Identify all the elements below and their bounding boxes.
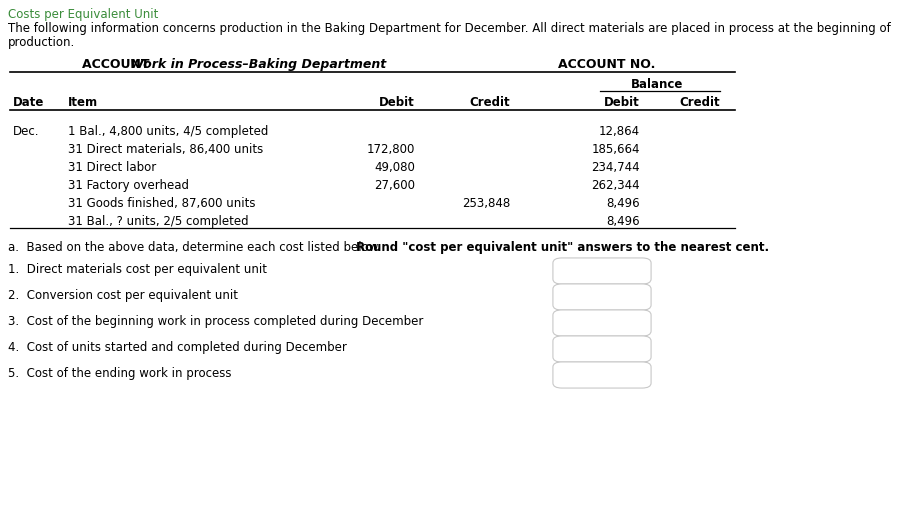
Text: 262,344: 262,344: [591, 179, 640, 191]
Text: Debit: Debit: [380, 96, 415, 109]
Text: a.  Based on the above data, determine each cost listed below.: a. Based on the above data, determine ea…: [8, 240, 385, 254]
Text: Credit: Credit: [469, 96, 510, 109]
Text: Round "cost per equivalent unit" answers to the nearest cent.: Round "cost per equivalent unit" answers…: [356, 240, 769, 254]
Text: Credit: Credit: [679, 96, 720, 109]
Text: $: $: [558, 366, 566, 379]
Text: 31 Direct labor: 31 Direct labor: [68, 161, 156, 174]
Text: 2.  Conversion cost per equivalent unit: 2. Conversion cost per equivalent unit: [8, 288, 238, 301]
Text: Work in Process–Baking Department: Work in Process–Baking Department: [130, 58, 386, 71]
Text: 1 Bal., 4,800 units, 4/5 completed: 1 Bal., 4,800 units, 4/5 completed: [68, 125, 269, 138]
Text: The following information concerns production in the Baking Department for Decem: The following information concerns produ…: [8, 22, 891, 35]
Text: 234,744: 234,744: [591, 161, 640, 174]
Text: $: $: [558, 340, 566, 353]
Text: 4.  Cost of units started and completed during December: 4. Cost of units started and completed d…: [8, 340, 347, 353]
Text: 8,496: 8,496: [607, 196, 640, 210]
Text: 172,800: 172,800: [367, 143, 415, 156]
Text: 49,080: 49,080: [374, 161, 415, 174]
Text: Costs per Equivalent Unit: Costs per Equivalent Unit: [8, 8, 158, 21]
Text: 27,600: 27,600: [374, 179, 415, 191]
Text: Dec.: Dec.: [13, 125, 40, 138]
Text: $: $: [558, 263, 566, 275]
Text: 31 Bal., ? units, 2/5 completed: 31 Bal., ? units, 2/5 completed: [68, 215, 249, 228]
Text: 253,848: 253,848: [462, 196, 510, 210]
Text: 31 Goods finished, 87,600 units: 31 Goods finished, 87,600 units: [68, 196, 255, 210]
Text: Date: Date: [13, 96, 44, 109]
Text: 5.  Cost of the ending work in process: 5. Cost of the ending work in process: [8, 366, 232, 379]
Text: Balance: Balance: [631, 78, 683, 91]
Text: 1.  Direct materials cost per equivalent unit: 1. Direct materials cost per equivalent …: [8, 263, 267, 275]
Text: 3.  Cost of the beginning work in process completed during December: 3. Cost of the beginning work in process…: [8, 315, 423, 327]
Text: $: $: [558, 288, 566, 301]
Text: ACCOUNT: ACCOUNT: [82, 58, 153, 71]
Text: Item: Item: [68, 96, 98, 109]
Text: ACCOUNT NO.: ACCOUNT NO.: [558, 58, 656, 71]
Text: 12,864: 12,864: [599, 125, 640, 138]
Text: 8,496: 8,496: [607, 215, 640, 228]
Text: 185,664: 185,664: [591, 143, 640, 156]
Text: production.: production.: [8, 36, 75, 49]
Text: $: $: [558, 315, 566, 327]
Text: Debit: Debit: [604, 96, 640, 109]
Text: 31 Direct materials, 86,400 units: 31 Direct materials, 86,400 units: [68, 143, 263, 156]
Text: 31 Factory overhead: 31 Factory overhead: [68, 179, 189, 191]
